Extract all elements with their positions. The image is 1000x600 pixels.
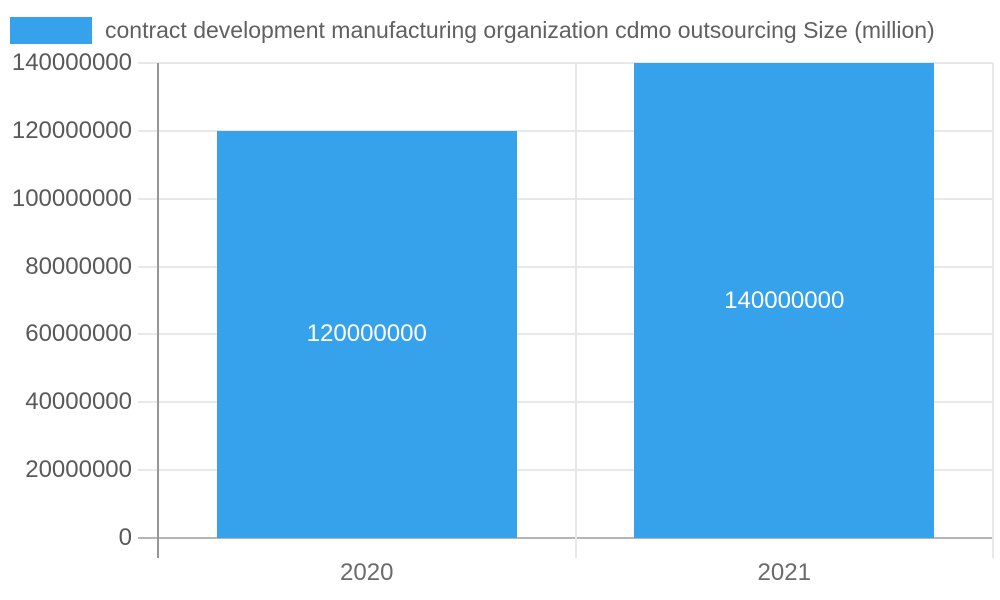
x-axis-tick-label: 2021: [757, 559, 811, 586]
x-axis-tick-label: 2020: [340, 559, 394, 586]
x-axis-baseline: [138, 537, 993, 539]
bar-2021[interactable]: 140000000: [634, 63, 935, 538]
y-axis-tick-label: 140000000: [11, 49, 132, 76]
legend-label: contract development manufacturing organ…: [105, 17, 935, 43]
y-axis-tick-label: 120000000: [11, 116, 132, 144]
x-gridline: [574, 63, 577, 558]
y-gridline: [138, 129, 993, 132]
y-gridline: [138, 197, 993, 200]
y-gridline: [138, 401, 993, 404]
y-axis-line: [157, 63, 159, 558]
bar-value-label: 140000000: [724, 286, 845, 314]
y-axis-tick-label: 60000000: [25, 320, 132, 348]
legend[interactable]: contract development manufacturing organ…: [10, 15, 935, 45]
y-axis-tick-label: 100000000: [11, 184, 132, 212]
y-axis-tick-label: 0: [118, 524, 132, 551]
y-gridline: [138, 469, 993, 472]
y-gridline: [138, 265, 993, 268]
y-axis-tick-label: 20000000: [25, 456, 132, 484]
y-axis-tick-label: 80000000: [25, 252, 132, 280]
bar-2020[interactable]: 120000000: [216, 130, 517, 538]
y-axis-tick-label: 40000000: [25, 388, 132, 416]
bar-value-label: 120000000: [306, 320, 427, 348]
legend-swatch-icon: [10, 16, 92, 44]
y-gridline: [138, 333, 993, 336]
y-gridline: [138, 62, 993, 64]
x-gridline: [992, 63, 994, 558]
